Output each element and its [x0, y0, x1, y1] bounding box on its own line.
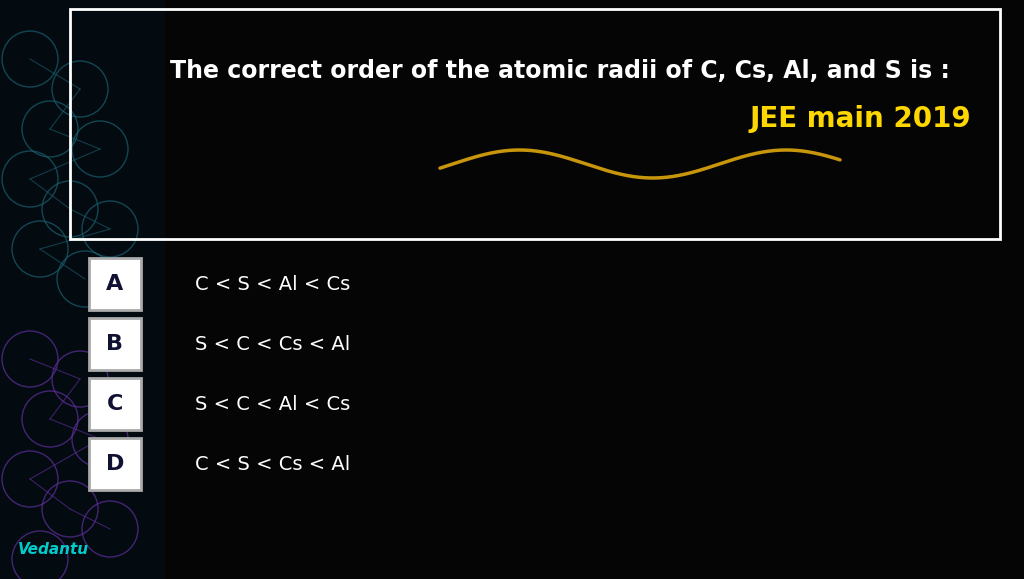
Text: C < S < Cs < Al: C < S < Cs < Al [195, 455, 350, 474]
Bar [89, 318, 141, 370]
Bar [0, 0, 165, 579]
Bar [89, 438, 141, 490]
Text: A: A [106, 274, 124, 294]
Text: The correct order of the atomic radii of C, Cs, Al, and S is :: The correct order of the atomic radii of… [170, 59, 950, 83]
Bar [89, 378, 141, 430]
Bar [70, 9, 1000, 239]
Text: S < C < Cs < Al: S < C < Cs < Al [195, 335, 350, 354]
Text: S < C < Al < Cs: S < C < Al < Cs [195, 394, 350, 413]
Text: D: D [105, 454, 124, 474]
Text: Vedantu: Vedantu [18, 542, 89, 557]
Bar [89, 258, 141, 310]
Text: JEE main 2019: JEE main 2019 [750, 105, 971, 133]
Text: B: B [106, 334, 124, 354]
Text: C < S < Al < Cs: C < S < Al < Cs [195, 274, 350, 294]
Text: C: C [106, 394, 123, 414]
